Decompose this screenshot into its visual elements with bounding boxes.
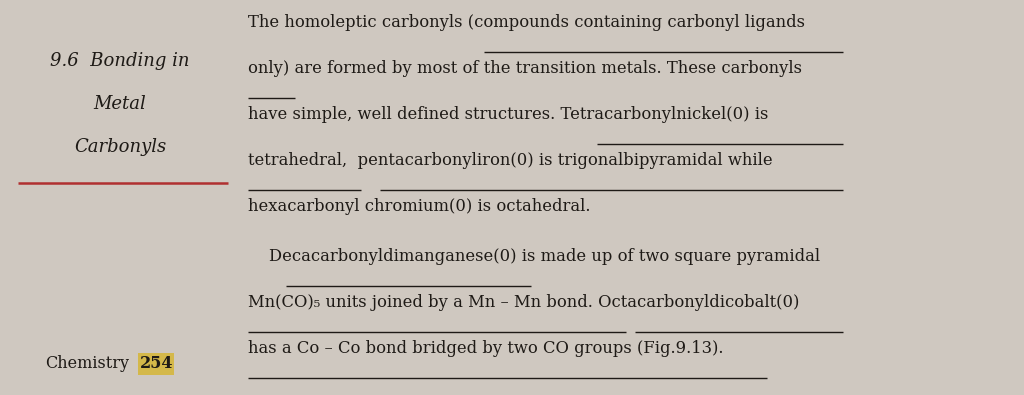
Text: tetrahedral,  pentacarbonyliron(0) is trigonalbipyramidal while: tetrahedral, pentacarbonyliron(0) is tri… bbox=[248, 152, 773, 169]
Text: 254: 254 bbox=[140, 355, 173, 372]
Text: has a Co – Co bond bridged by two CO groups (Fig.9.13).: has a Co – Co bond bridged by two CO gro… bbox=[248, 340, 724, 357]
Bar bbox=[138, 353, 174, 375]
Text: Decacarbonyldimanganese(0) is made up of two square pyramidal: Decacarbonyldimanganese(0) is made up of… bbox=[248, 248, 820, 265]
Text: have simple, well defined structures. Tetracarbonylnickel(0) is: have simple, well defined structures. Te… bbox=[248, 106, 768, 123]
Text: hexacarbonyl chromium(0) is octahedral.: hexacarbonyl chromium(0) is octahedral. bbox=[248, 198, 591, 215]
Text: only) are formed by most of the transition metals. These carbonyls: only) are formed by most of the transiti… bbox=[248, 60, 802, 77]
Text: Chemistry: Chemistry bbox=[45, 355, 129, 372]
Text: The homoleptic carbonyls (compounds containing carbonyl ligands: The homoleptic carbonyls (compounds cont… bbox=[248, 14, 805, 31]
Text: Metal: Metal bbox=[93, 95, 146, 113]
Text: 9.6  Bonding in: 9.6 Bonding in bbox=[50, 52, 189, 70]
Text: Carbonyls: Carbonyls bbox=[74, 138, 166, 156]
Text: Mn(CO)₅ units joined by a Mn – Mn bond. Octacarbonyldicobalt(0): Mn(CO)₅ units joined by a Mn – Mn bond. … bbox=[248, 294, 800, 311]
